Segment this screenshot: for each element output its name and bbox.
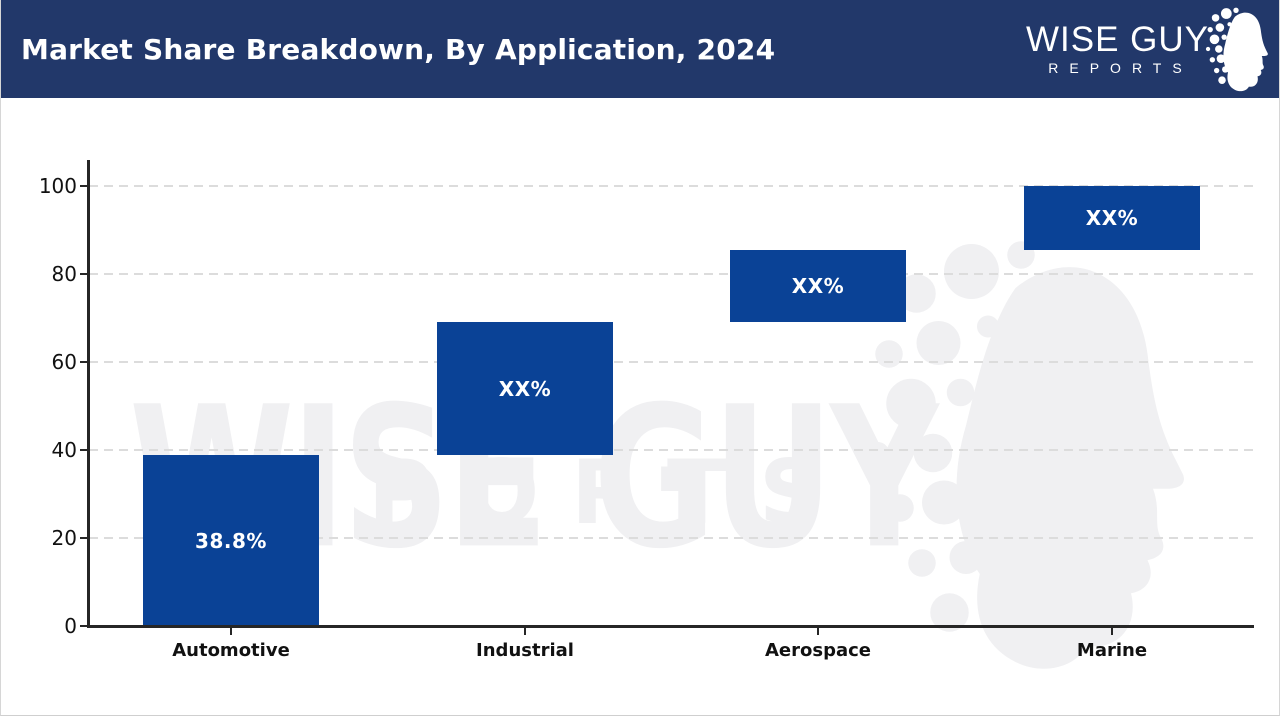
- x-tick: [524, 626, 527, 635]
- y-axis-line: [87, 159, 90, 628]
- y-tick: [80, 449, 89, 452]
- bar-aerospace: XX%: [730, 249, 906, 323]
- gridline: [89, 449, 1254, 451]
- bar-marine: XX%: [1024, 186, 1200, 250]
- bar-industrial: XX%: [437, 322, 613, 456]
- gridline: [89, 537, 1254, 539]
- y-tick-label: 20: [51, 526, 77, 550]
- x-tick: [230, 626, 233, 635]
- x-tick: [817, 626, 820, 635]
- bar-value-label: XX%: [1085, 205, 1139, 230]
- logo-text: WISE GUY REPORTS: [1025, 20, 1209, 77]
- header-bar: Market Share Breakdown, By Application, …: [1, 0, 1279, 98]
- x-axis-line: [87, 625, 1254, 628]
- x-category-label: Industrial: [476, 640, 574, 661]
- wise-guy-logo: WISE GUY REPORTS: [1026, 6, 1279, 92]
- y-tick-label: 40: [51, 438, 77, 462]
- logo-wordmark: WISE GUY: [1025, 20, 1209, 59]
- y-tick: [80, 625, 89, 628]
- y-tick: [80, 185, 89, 188]
- x-category-label: Marine: [1076, 640, 1148, 661]
- y-tick: [80, 273, 89, 276]
- gridline: [89, 273, 1254, 275]
- page-title: Market Share Breakdown, By Application, …: [21, 32, 776, 66]
- y-tick: [80, 361, 89, 364]
- y-tick-label: 60: [51, 350, 77, 374]
- y-tick-label: 80: [51, 262, 77, 286]
- logo-subtitle: REPORTS: [1048, 60, 1193, 76]
- y-tick-label: 0: [64, 614, 77, 638]
- chart-canvas: WISE GUY REPORTS 0 20 40 60 80 100 38.8% Automo…: [1, 98, 1279, 715]
- dot-face-profile-icon: [1205, 7, 1268, 92]
- y-tick-label: 100: [38, 174, 77, 198]
- x-category-label: Aerospace: [764, 640, 871, 661]
- bar-value-label: 38.8%: [195, 528, 267, 553]
- y-tick: [80, 537, 89, 540]
- x-category-label: Automotive: [172, 640, 290, 661]
- bar-value-label: XX%: [498, 376, 552, 401]
- gridline: [89, 185, 1254, 187]
- gridline: [89, 361, 1254, 363]
- bar-value-label: XX%: [791, 274, 845, 299]
- bar-automotive: 38.8%: [143, 455, 319, 626]
